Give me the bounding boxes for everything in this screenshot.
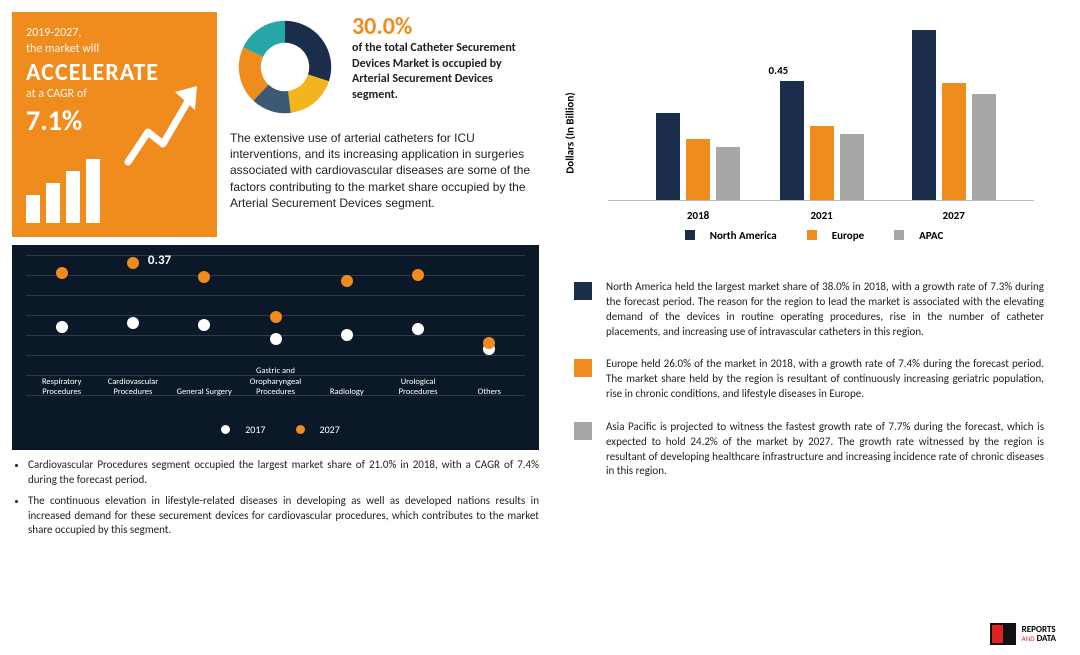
dot-point — [56, 321, 68, 333]
region-swatch — [574, 422, 592, 440]
dot-point — [341, 329, 353, 341]
bar-column — [912, 30, 936, 200]
donut-chart — [230, 12, 340, 122]
dot-category-label: Radiology — [311, 387, 383, 397]
dot-category-label: General Surgery — [168, 387, 240, 397]
dot-point — [412, 323, 424, 335]
cagr-bar — [66, 171, 80, 223]
dot-category-label: Respiratory Procedures — [26, 377, 98, 397]
logo-mark-icon — [990, 623, 1016, 645]
donut-pct: 30.0% — [352, 12, 540, 41]
dot-legend: 2017 2027 — [26, 423, 525, 437]
bar-legend-item: APAC — [884, 229, 943, 242]
dot-point — [127, 257, 139, 269]
logo-bottom: DATA — [1037, 633, 1056, 644]
dot-category-label: Others — [453, 387, 525, 397]
dot-point — [483, 337, 495, 349]
bar-column — [942, 83, 966, 200]
bar-column — [840, 134, 864, 200]
dot-legend-item: 2027 — [286, 423, 340, 436]
region-row: Europe held 26.0% of the market in 2018,… — [574, 357, 1044, 402]
bar-group: 2021 — [766, 81, 878, 200]
dot-category-label: Urological Procedures — [382, 377, 454, 397]
bar-area: 201820212027 0.45 — [608, 26, 1034, 201]
region-row: North America held the largest market sh… — [574, 280, 1044, 339]
dot-legend-item: 2017 — [211, 423, 265, 436]
dot-plot: Respiratory ProceduresCardiovascular Pro… — [12, 245, 539, 450]
bar-legend: North America Europe APAC — [574, 229, 1044, 244]
donut-section: 30.0% of the total Catheter Securement D… — [230, 12, 540, 211]
cagr-years: 2019-2027, — [26, 26, 203, 40]
region-row: Asia Pacific is projected to witness the… — [574, 420, 1044, 479]
dot-category-label: Cardiovascular Procedures — [97, 377, 169, 397]
dot-point — [412, 269, 424, 281]
region-swatch — [574, 282, 592, 300]
dot-category-label: Gastric and Oropharyngeal Procedures — [240, 366, 312, 397]
dot-bullets: Cardiovascular Procedures segment occupi… — [12, 458, 539, 544]
cagr-card: 2019-2027, the market will ACCELERATE at… — [12, 12, 217, 237]
logo: REPORTS AND DATA — [990, 623, 1056, 645]
logo-and: AND — [1022, 634, 1035, 643]
dot-point — [341, 275, 353, 287]
dot-point — [56, 267, 68, 279]
bar-column — [972, 94, 996, 200]
dot-point — [198, 319, 210, 331]
bar-group: 2027 — [898, 30, 1010, 200]
bar-column — [780, 81, 804, 200]
dot-grid: Respiratory ProceduresCardiovascular Pro… — [26, 255, 525, 395]
bar-callout: 0.45 — [769, 64, 789, 77]
dot-point — [270, 333, 282, 345]
bar-xlabel: 2027 — [943, 209, 965, 222]
bar-chart: Dollars (In Billion) 2018202120270.45 No… — [574, 20, 1044, 245]
region-swatch — [574, 359, 592, 377]
logo-text: REPORTS AND DATA — [1022, 625, 1056, 643]
growth-arrow-icon — [123, 72, 203, 172]
bar-column — [656, 113, 680, 201]
cagr-bar — [86, 159, 100, 223]
cagr-bars — [26, 159, 100, 223]
donut-headline: of the total Catheter Securement Devices… — [352, 41, 540, 103]
bar-column — [686, 139, 710, 200]
bar-column — [716, 147, 740, 200]
bar-ylabel: Dollars (In Billion) — [564, 92, 577, 173]
region-text: North America held the largest market sh… — [606, 280, 1044, 339]
cagr-line1: the market will — [26, 42, 203, 56]
region-text: Europe held 26.0% of the market in 2018,… — [606, 357, 1044, 402]
dot-point — [270, 311, 282, 323]
cagr-bar — [26, 195, 40, 223]
region-rows: North America held the largest market sh… — [574, 280, 1044, 497]
dot-callout: 0.37 — [148, 253, 171, 268]
bar-legend-item: North America — [675, 229, 777, 242]
region-text: Asia Pacific is projected to witness the… — [606, 420, 1044, 479]
dot-point — [127, 317, 139, 329]
bar-column — [810, 126, 834, 200]
donut-desc: The extensive use of arterial catheters … — [230, 130, 540, 211]
dot-point — [198, 271, 210, 283]
bar-xlabel: 2018 — [687, 209, 709, 222]
bar-group: 2018 — [642, 113, 754, 201]
bar-legend-item: Europe — [797, 229, 864, 242]
cagr-bar — [46, 183, 60, 223]
bullet-item: Cardiovascular Procedures segment occupi… — [28, 458, 539, 488]
bullet-item: The continuous elevation in lifestyle-re… — [28, 494, 539, 539]
bar-xlabel: 2021 — [810, 209, 832, 222]
